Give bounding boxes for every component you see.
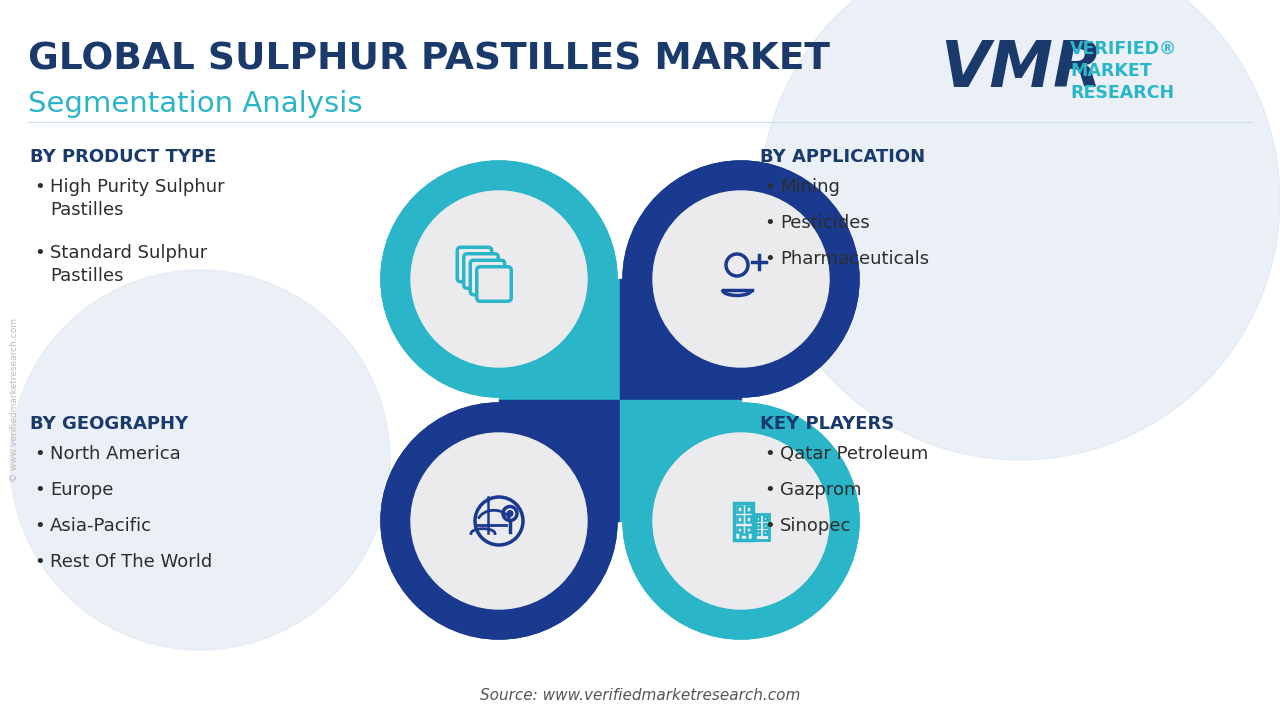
FancyBboxPatch shape (476, 266, 511, 301)
Text: Mining: Mining (780, 178, 840, 196)
Text: Rest Of The World: Rest Of The World (50, 553, 212, 571)
Text: Pesticides: Pesticides (780, 214, 869, 232)
Circle shape (411, 433, 588, 609)
Text: North America: North America (50, 445, 180, 463)
Circle shape (381, 403, 617, 639)
Bar (764, 524, 768, 528)
Bar (746, 506, 751, 511)
Text: •: • (764, 214, 774, 232)
Bar (746, 516, 751, 521)
Bar (620, 279, 741, 400)
Text: © www.verifiedmarketresearch.com: © www.verifiedmarketresearch.com (10, 318, 19, 482)
Circle shape (653, 191, 829, 367)
Circle shape (653, 191, 829, 367)
Text: Asia-Pacific: Asia-Pacific (50, 517, 152, 535)
Text: BY PRODUCT TYPE: BY PRODUCT TYPE (29, 148, 216, 166)
Circle shape (507, 510, 513, 516)
Text: •: • (35, 178, 45, 196)
FancyBboxPatch shape (463, 253, 498, 288)
Bar (499, 400, 620, 521)
Text: Source: www.verifiedmarketresearch.com: Source: www.verifiedmarketresearch.com (480, 688, 800, 703)
Bar (737, 506, 742, 511)
Circle shape (381, 403, 617, 639)
Circle shape (653, 433, 829, 609)
Circle shape (411, 191, 588, 367)
Text: BY APPLICATION: BY APPLICATION (760, 148, 925, 166)
Circle shape (623, 403, 859, 639)
Text: RESEARCH: RESEARCH (1070, 84, 1174, 102)
Text: •: • (35, 481, 45, 499)
Bar (737, 526, 742, 532)
Text: •: • (35, 445, 45, 463)
Bar (756, 531, 760, 535)
Text: •: • (764, 250, 774, 268)
Bar (746, 526, 751, 532)
Bar (499, 279, 620, 400)
FancyBboxPatch shape (470, 260, 504, 294)
Text: Pharmaceuticals: Pharmaceuticals (780, 250, 929, 268)
Circle shape (411, 433, 588, 609)
Text: •: • (35, 517, 45, 535)
Text: •: • (764, 481, 774, 499)
Circle shape (411, 191, 588, 367)
Circle shape (381, 161, 617, 397)
Circle shape (760, 0, 1280, 460)
Text: •: • (35, 244, 45, 262)
Text: Qatar Petroleum: Qatar Petroleum (780, 445, 928, 463)
Bar (740, 534, 746, 540)
Circle shape (623, 161, 859, 397)
Bar (737, 516, 742, 521)
Text: •: • (764, 517, 774, 535)
Bar (756, 524, 760, 528)
Text: KEY PLAYERS: KEY PLAYERS (760, 415, 895, 433)
Circle shape (653, 433, 829, 609)
Text: •: • (764, 178, 774, 196)
Circle shape (10, 270, 390, 650)
Text: MARKET: MARKET (1070, 62, 1152, 80)
Text: Europe: Europe (50, 481, 114, 499)
Circle shape (623, 403, 859, 639)
Bar (764, 517, 768, 521)
Bar (620, 400, 741, 521)
Text: •: • (764, 445, 774, 463)
Circle shape (623, 161, 859, 397)
Bar (764, 531, 768, 535)
Bar (756, 517, 760, 521)
Text: High Purity Sulphur
Pastilles: High Purity Sulphur Pastilles (50, 178, 224, 219)
Text: VERIFIED®: VERIFIED® (1070, 40, 1178, 58)
Text: BY GEOGRAPHY: BY GEOGRAPHY (29, 415, 188, 433)
Text: Standard Sulphur
Pastilles: Standard Sulphur Pastilles (50, 244, 207, 285)
FancyBboxPatch shape (457, 247, 492, 282)
Bar (733, 503, 753, 540)
Text: Sinopec: Sinopec (780, 517, 851, 535)
Text: GLOBAL SULPHUR PASTILLES MARKET: GLOBAL SULPHUR PASTILLES MARKET (28, 42, 829, 78)
Text: Segmentation Analysis: Segmentation Analysis (28, 90, 362, 118)
Bar (755, 514, 769, 540)
Text: VMR: VMR (940, 38, 1102, 100)
Text: Gazprom: Gazprom (780, 481, 861, 499)
Text: •: • (35, 553, 45, 571)
Circle shape (381, 161, 617, 397)
